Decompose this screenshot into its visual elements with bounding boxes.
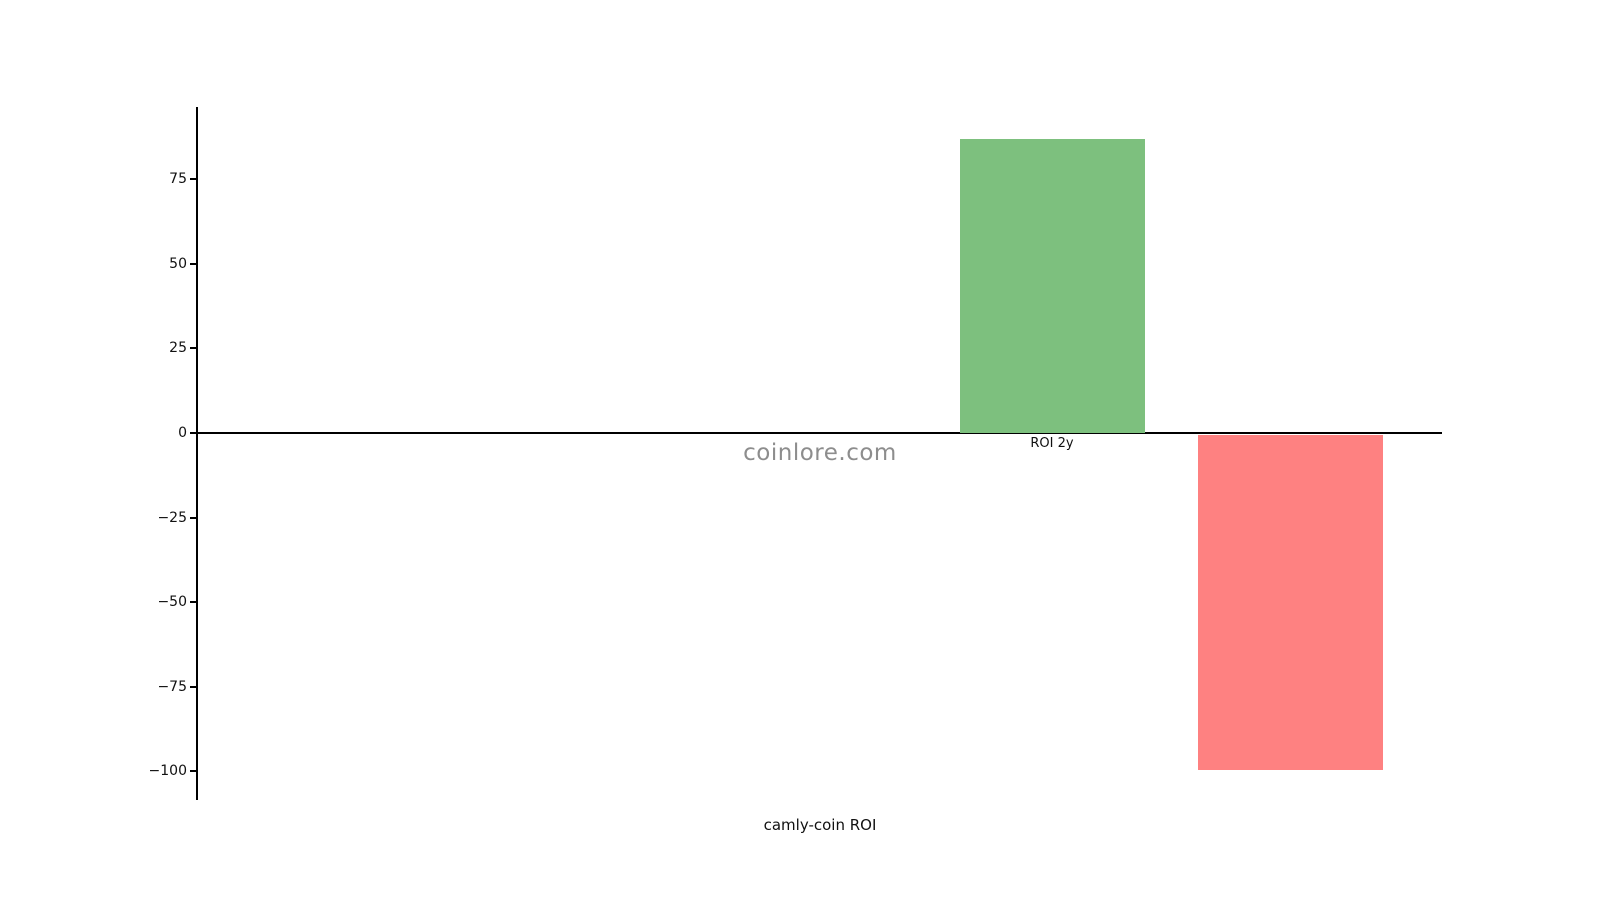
y-tick-label: −100 <box>148 763 187 780</box>
y-tick-mark <box>190 516 197 519</box>
y-tick-label: −50 <box>157 594 187 611</box>
y-tick-mark <box>190 601 197 604</box>
bar-positive <box>959 138 1145 433</box>
y-tick-mark <box>190 262 197 265</box>
x-tick-label: ROI 2y <box>1030 436 1074 451</box>
y-tick-mark <box>190 685 197 688</box>
bar-negative <box>1197 435 1383 771</box>
y-tick-label: 50 <box>169 255 187 272</box>
y-tick-mark <box>190 770 197 773</box>
y-tick-label: −75 <box>157 678 187 695</box>
y-axis-line <box>196 107 198 800</box>
y-tick-label: −25 <box>157 509 187 526</box>
watermark-text: coinlore.com <box>743 440 897 466</box>
y-tick-mark <box>190 178 197 181</box>
y-tick-label: 25 <box>169 340 187 357</box>
y-tick-mark <box>190 432 197 434</box>
x-axis-zero-line <box>196 432 1442 434</box>
y-tick-label: 75 <box>169 171 187 188</box>
x-axis-title: camly-coin ROI <box>763 816 877 834</box>
y-tick-label: 0 <box>178 425 187 441</box>
y-tick-mark <box>190 347 197 350</box>
